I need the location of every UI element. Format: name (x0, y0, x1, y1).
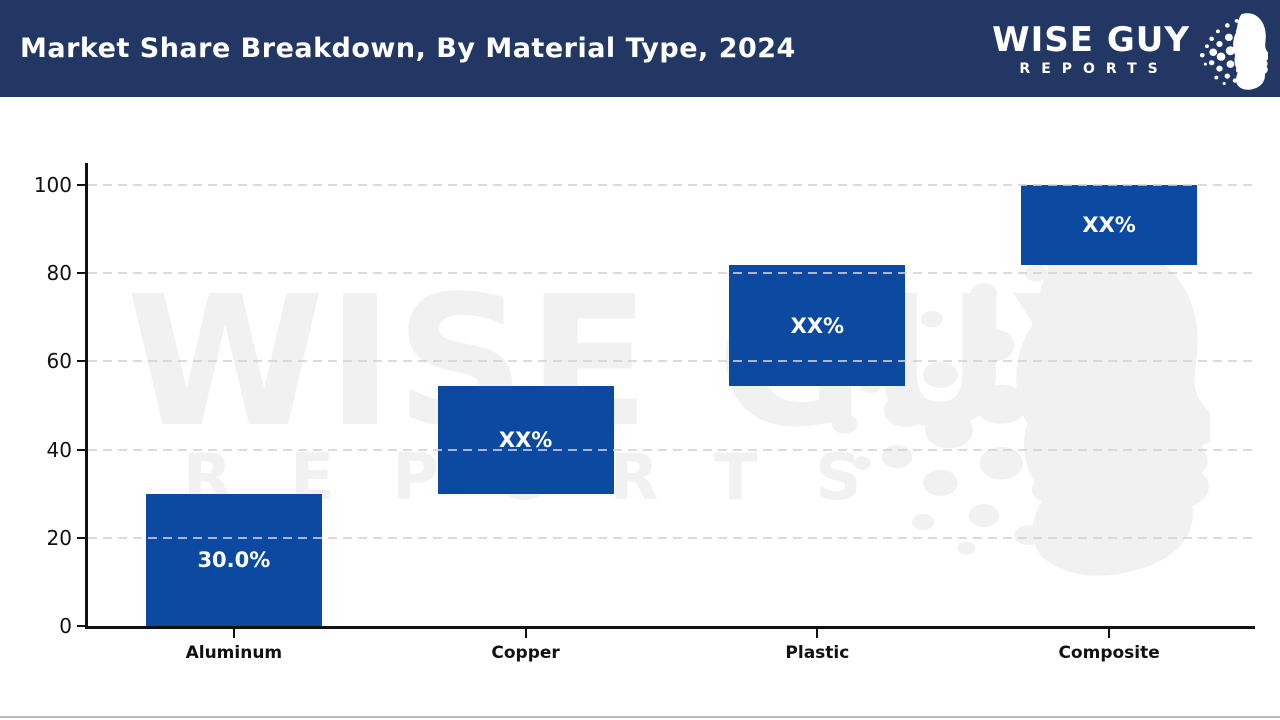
bar-plastic: XX% (729, 265, 906, 386)
y-tick-label-100: 100 (33, 173, 72, 198)
y-tick-20 (77, 536, 87, 539)
waterfall-chart: WISE GUY REPORTS 30.0%XX%XX%XX% 02040608… (0, 97, 1280, 720)
y-axis-spine (85, 163, 88, 629)
x-tick-label-copper: Copper (491, 643, 560, 663)
watermark-wordmark: WISE GUY (126, 258, 1148, 467)
page-title: Market Share Breakdown, By Material Type… (20, 33, 796, 64)
bar-value-label: XX% (498, 427, 553, 452)
y-tick-label-60: 60 (46, 349, 72, 374)
y-tick-label-80: 80 (46, 261, 72, 286)
wise-guy-logo: WISE GUY REPORTS (992, 6, 1268, 92)
x-tick-label-composite: Composite (1058, 643, 1160, 663)
y-tick-label-0: 0 (59, 614, 72, 638)
logo-text: WISE GUY REPORTS (992, 20, 1190, 77)
x-tick-composite (1108, 629, 1111, 638)
gridline-60 (88, 360, 1255, 363)
y-tick-label-40: 40 (46, 437, 72, 462)
bar-aluminum: 30.0% (145, 493, 322, 626)
logo-face-icon (1199, 13, 1268, 90)
bar-composite: XX% (1021, 185, 1198, 266)
bottom-border (0, 716, 1280, 718)
y-tick-label-20: 20 (46, 525, 72, 550)
y-tick-100 (77, 184, 87, 187)
logo-reports-label: REPORTS (1019, 61, 1169, 77)
x-tick-copper (524, 629, 527, 638)
gridline-20 (88, 536, 1255, 539)
bar-value-label: 30.0% (197, 547, 271, 572)
y-tick-80 (77, 272, 87, 275)
bar-value-label: XX% (790, 313, 845, 338)
bar-value-label: XX% (1082, 213, 1136, 238)
gridline-40 (88, 448, 1255, 451)
y-tick-40 (77, 448, 87, 451)
x-tick-label-aluminum: Aluminum (185, 643, 283, 663)
logo-wordmark: WISE GUY (992, 20, 1190, 60)
x-tick-plastic (816, 629, 819, 638)
gridline-80 (88, 272, 1255, 275)
bar-copper: XX% (437, 385, 614, 494)
gridline-100 (88, 184, 1255, 187)
y-tick-60 (77, 360, 87, 363)
header: Market Share Breakdown, By Material Type… (0, 0, 1280, 97)
x-axis-spine (85, 626, 1255, 629)
plot-area: WISE GUY REPORTS 30.0%XX%XX%XX% (88, 163, 1255, 626)
y-tick-0 (77, 625, 87, 627)
x-tick-aluminum (232, 629, 235, 638)
x-tick-label-plastic: Plastic (785, 643, 850, 663)
